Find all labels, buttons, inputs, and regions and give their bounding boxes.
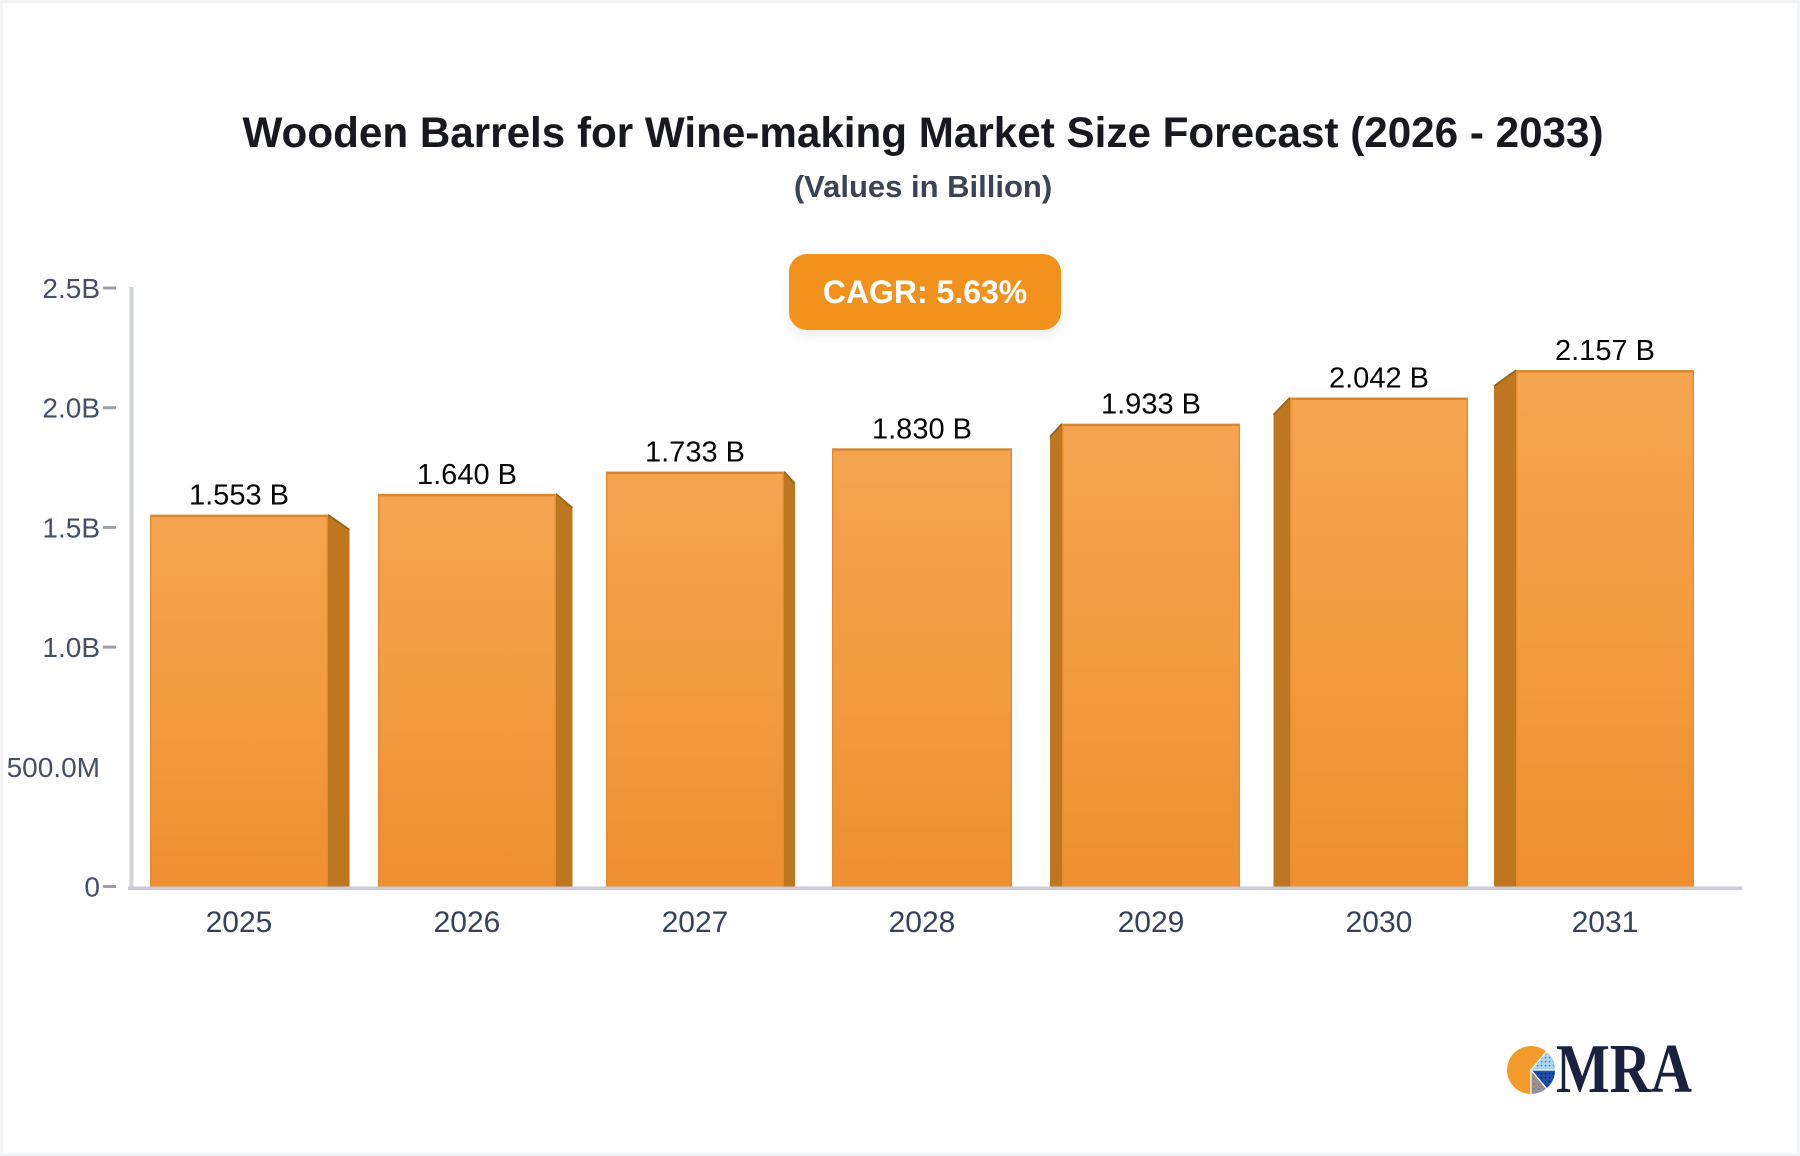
svg-text:2.5B: 2.5B: [42, 273, 100, 304]
svg-text:1.553 B: 1.553 B: [189, 480, 289, 512]
svg-text:MRA: MRA: [1556, 1031, 1692, 1108]
svg-text:1.933 B: 1.933 B: [1101, 389, 1201, 421]
svg-text:2.0B: 2.0B: [42, 393, 100, 424]
svg-text:1.830 B: 1.830 B: [872, 413, 972, 445]
svg-text:1.640 B: 1.640 B: [417, 459, 517, 491]
svg-text:(Values in Billion): (Values in Billion): [794, 169, 1052, 204]
svg-text:2025: 2025: [206, 906, 273, 939]
svg-text:500.0M: 500.0M: [7, 752, 100, 783]
svg-text:2026: 2026: [434, 906, 501, 939]
svg-text:2030: 2030: [1346, 906, 1413, 939]
svg-text:1.733 B: 1.733 B: [645, 437, 745, 469]
svg-text:0: 0: [84, 872, 100, 903]
svg-text:Wooden Barrels for Wine-making: Wooden Barrels for Wine-making Market Si…: [243, 109, 1604, 156]
svg-text:2028: 2028: [889, 906, 956, 939]
svg-text:2029: 2029: [1118, 906, 1185, 939]
svg-text:2031: 2031: [1572, 906, 1639, 939]
svg-text:2027: 2027: [662, 906, 729, 939]
svg-text:2.042 B: 2.042 B: [1329, 363, 1429, 395]
svg-text:CAGR: 5.63%: CAGR: 5.63%: [823, 274, 1028, 310]
svg-text:1.5B: 1.5B: [42, 512, 100, 543]
svg-text:2.157 B: 2.157 B: [1555, 335, 1655, 367]
svg-text:1.0B: 1.0B: [42, 632, 100, 663]
